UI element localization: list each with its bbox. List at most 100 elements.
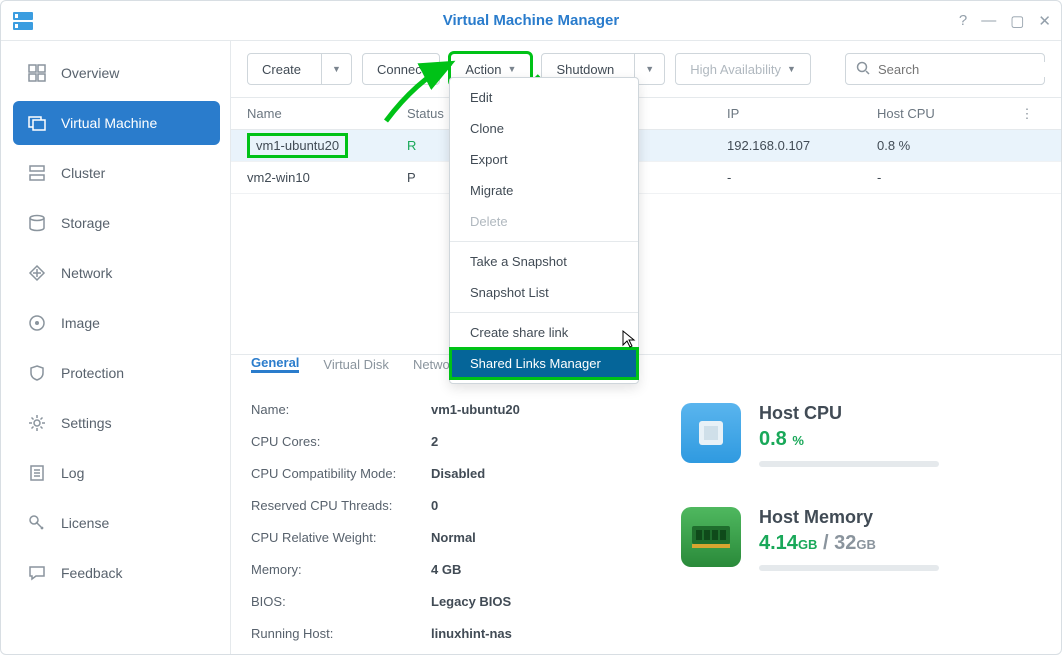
- sidebar-item-label: Network: [61, 265, 112, 281]
- toolbar: Create ▼ Connect Action ▼ Shutdown ▼ Hig…: [231, 41, 1061, 97]
- sidebar-item-feedback[interactable]: Feedback: [13, 551, 220, 595]
- table-row[interactable]: vm2-win10 P -nas - -: [231, 162, 1061, 194]
- menu-item-create-share-link[interactable]: Create share link: [450, 317, 638, 348]
- prop-val: Normal: [431, 530, 476, 545]
- action-label: Action: [465, 62, 501, 77]
- sidebar-item-label: License: [61, 515, 109, 531]
- stat-total: 32: [834, 532, 856, 554]
- sidebar-item-overview[interactable]: Overview: [13, 51, 220, 95]
- stat-total-unit: GB: [856, 537, 876, 552]
- cell-name: vm1-ubuntu20: [247, 133, 407, 158]
- sidebar: Overview Virtual Machine Cluster Storage…: [1, 41, 231, 654]
- menu-item-migrate[interactable]: Migrate: [450, 175, 638, 206]
- tab-virtual-disk[interactable]: Virtual Disk: [323, 355, 389, 373]
- stat-title: Host Memory: [759, 507, 939, 528]
- sidebar-item-label: Settings: [61, 415, 112, 431]
- search-input[interactable]: [878, 62, 1054, 77]
- vm-icon: [27, 113, 47, 133]
- menu-item-edit[interactable]: Edit: [450, 82, 638, 113]
- chevron-down-icon[interactable]: ▼: [321, 54, 351, 84]
- menu-item-export[interactable]: Export: [450, 144, 638, 175]
- image-icon: [27, 313, 47, 333]
- progress-bar: [759, 461, 939, 467]
- detail-properties: Name:vm1-ubuntu20 CPU Cores:2 CPU Compat…: [251, 393, 651, 649]
- tab-general[interactable]: General: [251, 355, 299, 373]
- menu-item-take-snapshot[interactable]: Take a Snapshot: [450, 246, 638, 277]
- sidebar-item-protection[interactable]: Protection: [13, 351, 220, 395]
- col-host-cpu[interactable]: Host CPU: [877, 106, 1007, 121]
- stat-value: 4.14: [759, 532, 798, 554]
- menu-item-snapshot-list[interactable]: Snapshot List: [450, 277, 638, 308]
- prop-key: Reserved CPU Threads:: [251, 498, 431, 513]
- sidebar-item-log[interactable]: Log: [13, 451, 220, 495]
- stat-unit: %: [792, 433, 804, 448]
- create-button[interactable]: Create ▼: [247, 53, 352, 85]
- sidebar-item-label: Virtual Machine: [61, 115, 157, 131]
- high-availability-label: High Availability: [690, 62, 781, 77]
- stat-host-cpu: Host CPU 0.8 %: [681, 403, 1041, 467]
- chevron-down-icon: ▼: [787, 64, 796, 74]
- sidebar-item-license[interactable]: License: [13, 501, 220, 545]
- search-icon: [856, 61, 870, 78]
- close-icon[interactable]: ✕: [1038, 12, 1051, 30]
- sidebar-item-image[interactable]: Image: [13, 301, 220, 345]
- menu-separator: [450, 312, 638, 313]
- sidebar-item-cluster[interactable]: Cluster: [13, 151, 220, 195]
- stat-unit: GB: [798, 537, 818, 552]
- mouse-cursor-icon: [621, 329, 637, 352]
- vm-table: Name Status Host IP Host CPU ⋮ vm1-ubunt…: [231, 97, 1061, 194]
- cell-name: vm2-win10: [247, 170, 407, 185]
- stat-host-memory: Host Memory 4.14GB / 32GB: [681, 507, 1041, 571]
- high-availability-button[interactable]: High Availability ▼: [675, 53, 811, 85]
- sidebar-item-label: Log: [61, 465, 84, 481]
- prop-val: 0: [431, 498, 438, 513]
- cell-ip: 192.168.0.107: [727, 138, 877, 153]
- prop-val: 4 GB: [431, 562, 461, 577]
- connect-button[interactable]: Connect: [362, 53, 440, 85]
- prop-val: 2: [431, 434, 438, 449]
- sidebar-item-label: Cluster: [61, 165, 105, 181]
- app-icon: [11, 9, 35, 33]
- minimize-icon[interactable]: —: [981, 12, 996, 30]
- sidebar-item-storage[interactable]: Storage: [13, 201, 220, 245]
- col-name[interactable]: Name: [247, 106, 407, 121]
- sidebar-item-label: Storage: [61, 215, 110, 231]
- prop-key: CPU Cores:: [251, 434, 431, 449]
- menu-item-delete[interactable]: Delete: [450, 206, 638, 237]
- stat-title: Host CPU: [759, 403, 939, 424]
- license-icon: [27, 513, 47, 533]
- settings-icon: [27, 413, 47, 433]
- menu-item-clone[interactable]: Clone: [450, 113, 638, 144]
- table-header: Name Status Host IP Host CPU ⋮: [231, 98, 1061, 130]
- action-dropdown: Edit Clone Export Migrate Delete Take a …: [449, 77, 639, 384]
- help-icon[interactable]: ?: [959, 12, 967, 30]
- prop-val: linuxhint-nas: [431, 626, 512, 641]
- prop-key: CPU Compatibility Mode:: [251, 466, 431, 481]
- sidebar-item-label: Image: [61, 315, 100, 331]
- prop-key: Name:: [251, 402, 431, 417]
- storage-icon: [27, 213, 47, 233]
- stat-value: 0.8: [759, 428, 787, 450]
- sidebar-item-settings[interactable]: Settings: [13, 401, 220, 445]
- table-row[interactable]: vm1-ubuntu20 R -nas 192.168.0.107 0.8 %: [231, 130, 1061, 162]
- search-box[interactable]: [845, 53, 1045, 85]
- maximize-icon[interactable]: ▢: [1010, 12, 1024, 30]
- prop-key: Running Host:: [251, 626, 431, 641]
- prop-key: Memory:: [251, 562, 431, 577]
- sidebar-item-network[interactable]: Network: [13, 251, 220, 295]
- cluster-icon: [27, 163, 47, 183]
- more-columns-icon[interactable]: ⋮: [1007, 106, 1047, 122]
- prop-val: Disabled: [431, 466, 485, 481]
- titlebar: Virtual Machine Manager ? — ▢ ✕: [1, 1, 1061, 41]
- prop-val: Legacy BIOS: [431, 594, 511, 609]
- detail-tabs: General Virtual Disk Network High Availa…: [231, 354, 1061, 373]
- sidebar-item-virtual-machine[interactable]: Virtual Machine: [13, 101, 220, 145]
- cell-cpu: -: [877, 170, 1007, 185]
- col-ip[interactable]: IP: [727, 106, 877, 121]
- prop-key: CPU Relative Weight:: [251, 530, 431, 545]
- prop-val: vm1-ubuntu20: [431, 402, 520, 417]
- prop-key: BIOS:: [251, 594, 431, 609]
- network-icon: [27, 263, 47, 283]
- chevron-down-icon: ▼: [508, 64, 517, 74]
- menu-item-shared-links-manager[interactable]: Shared Links Manager: [450, 348, 638, 379]
